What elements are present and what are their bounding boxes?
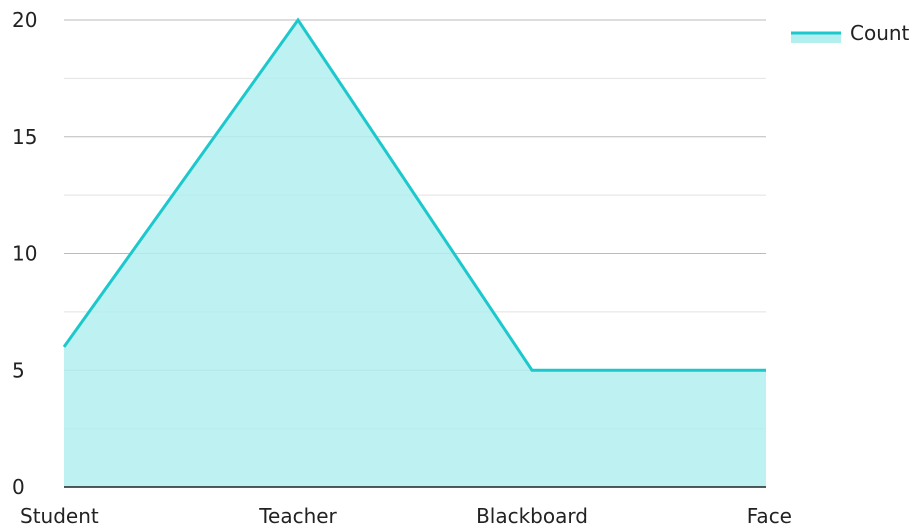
y-tick-label: 5 [12, 358, 25, 382]
y-tick-label: 15 [12, 125, 37, 149]
y-tick-label: 0 [12, 475, 25, 499]
legend-label-count: Count [850, 21, 910, 45]
x-tick-label: Teacher [258, 504, 337, 526]
series-line-count [62, 17, 766, 372]
x-axis-ticks: Student Teacher Blackboard Face [20, 504, 792, 526]
y-tick-label: 20 [12, 8, 37, 32]
y-axis-ticks: 0 5 10 15 20 [12, 8, 37, 499]
x-tick-label: Student [20, 504, 99, 526]
legend: Count [791, 21, 910, 45]
x-tick-label: Face [747, 504, 792, 526]
x-tick-label: Blackboard [476, 504, 588, 526]
y-tick-label: 10 [12, 242, 37, 266]
legend-swatch-fill [791, 33, 841, 43]
